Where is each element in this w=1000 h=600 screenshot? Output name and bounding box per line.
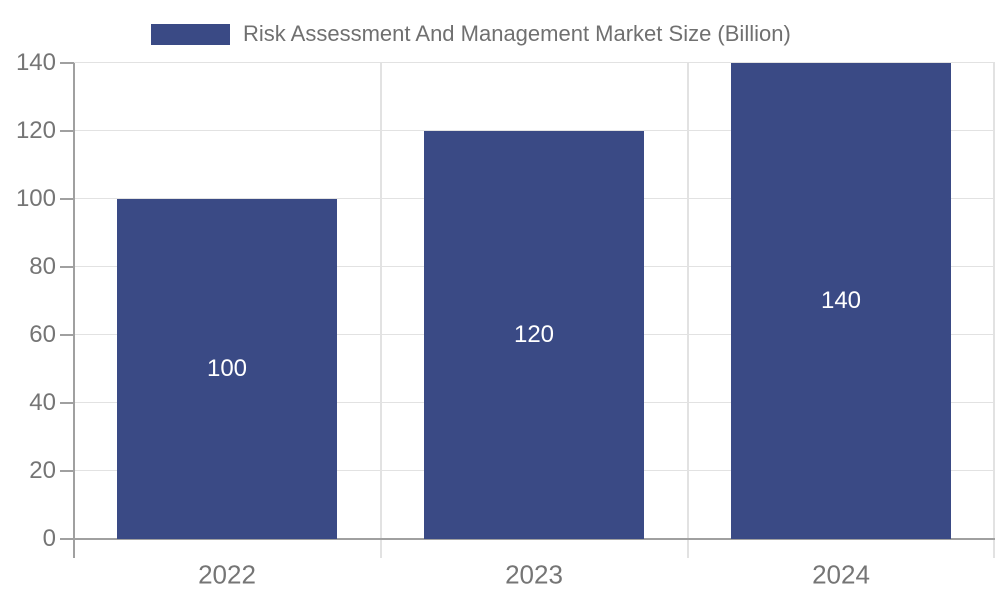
x-axis-tick-label: 2022 bbox=[198, 559, 256, 590]
legend-label: Risk Assessment And Management Market Si… bbox=[243, 21, 791, 46]
y-axis-tick-label: 40 bbox=[29, 388, 56, 416]
category-separator bbox=[686, 62, 689, 558]
y-axis-tick-label: 80 bbox=[29, 252, 56, 280]
y-axis-tick-label: 100 bbox=[15, 184, 56, 212]
y-axis-tick-label: 140 bbox=[15, 48, 56, 76]
bar-value-label: 140 bbox=[820, 286, 862, 314]
y-axis-tick bbox=[60, 61, 74, 64]
y-axis-tick bbox=[60, 469, 74, 472]
category-separator bbox=[379, 62, 382, 558]
y-axis-tick-label: 20 bbox=[29, 456, 56, 484]
y-axis-tick bbox=[60, 129, 74, 132]
x-axis-line bbox=[60, 537, 995, 540]
x-axis-tick-label: 2024 bbox=[812, 559, 870, 590]
legend[interactable]: Risk Assessment And Management Market Si… bbox=[151, 21, 791, 47]
y-axis-tick bbox=[60, 265, 74, 268]
y-axis-tick bbox=[60, 333, 74, 336]
bar-value-label: 120 bbox=[513, 320, 555, 348]
gridline-y bbox=[73, 61, 995, 64]
y-axis-line bbox=[72, 62, 75, 558]
y-axis-tick-label: 0 bbox=[42, 524, 56, 552]
plot-right-border bbox=[993, 62, 995, 558]
bar[interactable] bbox=[117, 198, 337, 539]
y-axis-tick-label: 120 bbox=[15, 116, 56, 144]
y-axis-tick bbox=[60, 401, 74, 404]
bar[interactable] bbox=[731, 62, 951, 539]
legend-swatch bbox=[151, 23, 230, 45]
bar-value-label: 100 bbox=[206, 354, 248, 382]
y-axis-tick-label: 60 bbox=[29, 320, 56, 348]
y-axis-tick bbox=[60, 197, 74, 200]
x-axis-tick-label: 2023 bbox=[505, 559, 563, 590]
bar[interactable] bbox=[424, 130, 644, 539]
